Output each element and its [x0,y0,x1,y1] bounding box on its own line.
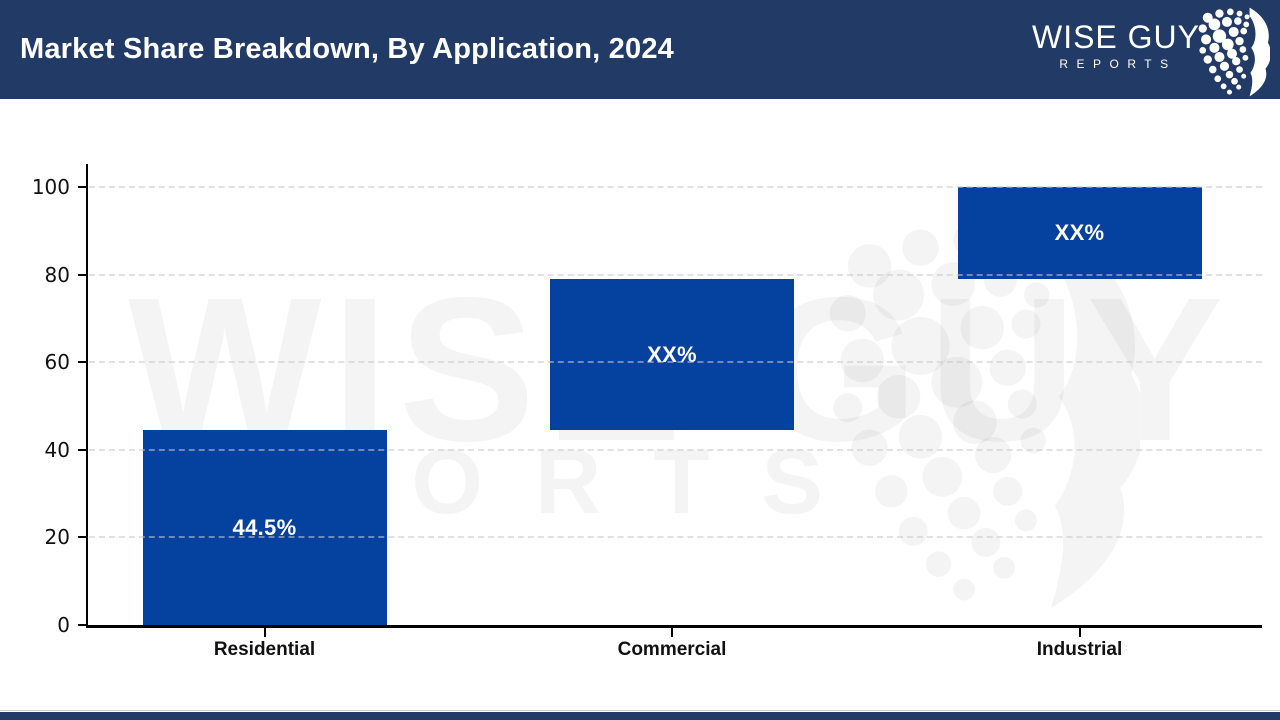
bar-commercial: XX% [550,278,794,431]
y-tick-mark [78,186,86,188]
logo-wordmark: WISE GUY [1031,19,1200,55]
y-tick-label: 0 [57,613,70,637]
y-tick-label: 60 [44,350,70,375]
x-tick-label: Residential [213,639,316,660]
bar-value-label: 44.5% [232,514,297,540]
grid-line [89,448,1262,451]
y-tick-mark [78,448,86,451]
x-tick-mark [671,628,673,637]
chart-title: Market Share Breakdown, By Application, … [20,33,674,65]
wiseguy-logo: WISE GUY REPORTS [1025,2,1270,97]
wiseguy-head-icon [1198,7,1270,97]
logo-subtitle: REPORTS [1059,57,1177,71]
y-tick-label: 20 [44,525,70,550]
grid-line [89,536,1262,539]
footer-band [0,712,1280,720]
x-tick-label: Commercial [617,639,727,660]
x-axis-spine [86,625,1262,628]
y-tick-label: 100 [31,175,70,199]
y-tick-label: 40 [44,437,70,462]
bar-value-label: XX% [647,341,697,367]
grid-line [89,273,1262,276]
x-tick-mark [1078,628,1081,637]
y-tick-mark [78,624,86,626]
y-tick-mark [78,361,86,364]
bar-industrial: XX% [957,187,1202,279]
footer-divider [0,710,1280,711]
y-axis-spine [86,164,88,627]
grid-line [89,361,1262,364]
grid-line [89,186,1262,188]
y-tick-mark [78,536,86,539]
bar-value-label: XX% [1054,219,1105,245]
bar-residential: 44.5% [142,430,387,625]
y-tick-label: 80 [44,262,70,287]
x-tick-mark [263,628,266,637]
x-tick-label: Industrial [1036,639,1123,660]
header-band: Market Share Breakdown, By Application, … [0,0,1280,99]
y-tick-mark [78,273,86,276]
